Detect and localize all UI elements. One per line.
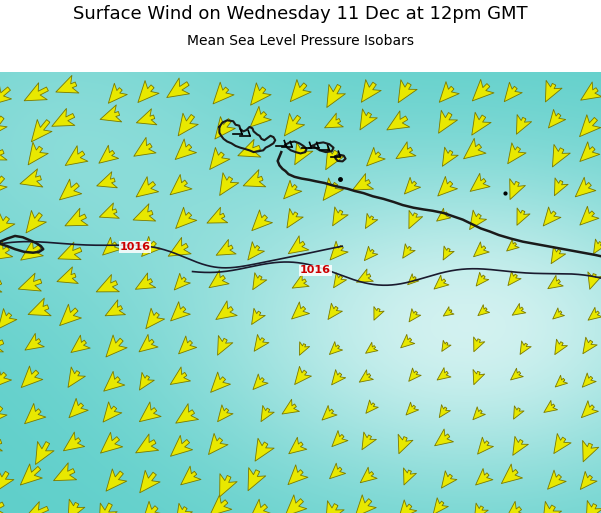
Text: Mean Sea Level Pressure Isobars: Mean Sea Level Pressure Isobars [187, 34, 414, 48]
Text: Surface Wind on Wednesday 11 Dec at 12pm GMT: Surface Wind on Wednesday 11 Dec at 12pm… [73, 5, 528, 23]
Text: 1016: 1016 [120, 242, 151, 252]
Text: 1016: 1016 [300, 265, 331, 275]
